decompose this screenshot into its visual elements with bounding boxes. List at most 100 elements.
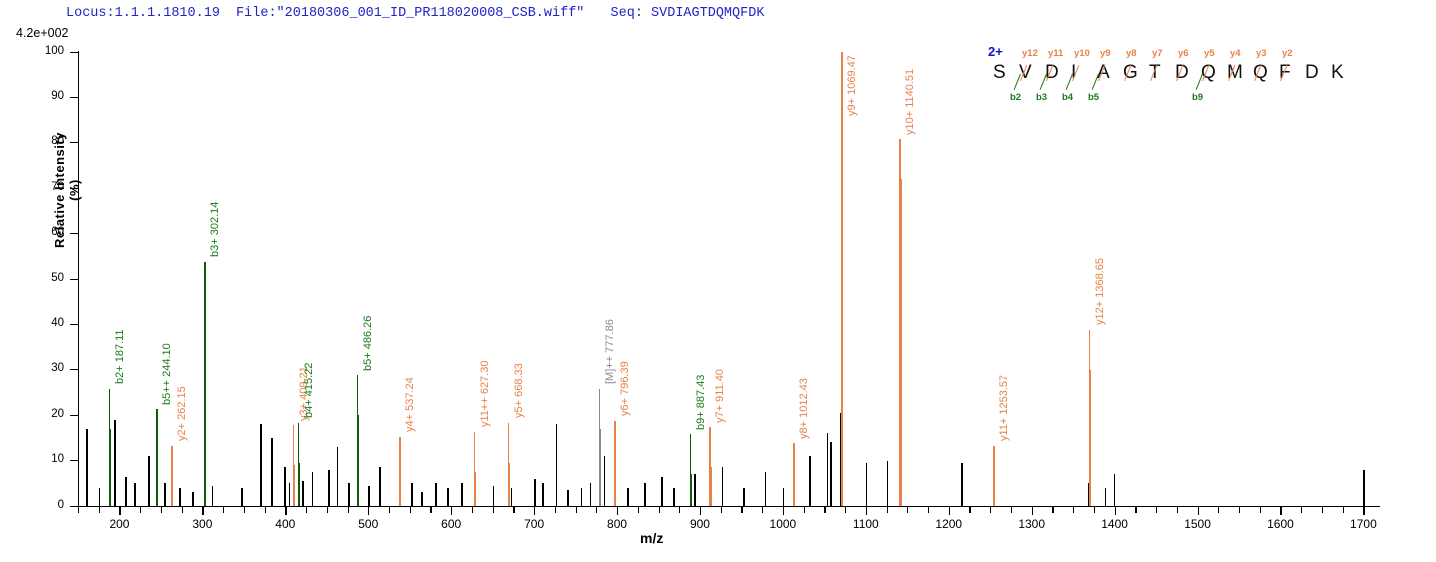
residue-g-6: G xyxy=(1123,62,1138,83)
x-tick-major xyxy=(1280,506,1282,515)
x-tick-minor xyxy=(1052,506,1054,513)
b-ion-label-b5: b5 xyxy=(1088,92,1100,103)
peak-intensity-b xyxy=(156,449,159,506)
x-tick-minor xyxy=(513,506,515,513)
x-tick-minor xyxy=(388,506,391,513)
x-tick-label: 600 xyxy=(441,517,462,531)
peak-unassigned xyxy=(809,456,812,506)
y-tick xyxy=(70,187,78,189)
peak-unassigned xyxy=(311,471,314,506)
peak-intensity-b xyxy=(108,428,111,506)
peak-plot-area xyxy=(86,52,1365,506)
peak-unassigned xyxy=(461,483,463,506)
peak-intensity-b xyxy=(689,474,692,506)
y-ion-label-y7: y7 xyxy=(1152,48,1163,59)
peak-y xyxy=(993,445,995,506)
peak-unassigned xyxy=(134,483,136,506)
residue-d-13: D xyxy=(1305,62,1319,83)
x-tick-minor xyxy=(658,506,660,513)
peak-label: y6+ 796.39 xyxy=(619,361,632,417)
x-tick-minor xyxy=(907,506,909,513)
y-tick-label: 30 xyxy=(51,362,64,375)
peak-label: [M]++ 777.86 xyxy=(603,319,616,385)
header-line: Locus:1.1.1.1810.19 File:"20180306_001_I… xyxy=(66,6,764,21)
peak-label: y5+ 668.33 xyxy=(512,363,525,419)
b-ion-label-b3: b3 xyxy=(1036,92,1048,103)
x-tick-minor xyxy=(471,506,474,513)
peak-unassigned xyxy=(114,419,117,506)
peak-label: y8+ 1012.43 xyxy=(798,377,811,439)
residue-i-4: I xyxy=(1071,62,1077,83)
peak-intensity-y xyxy=(614,460,617,506)
x-tick-minor xyxy=(886,506,888,513)
x-tick-label: 700 xyxy=(524,517,545,531)
x-tick-label: 200 xyxy=(109,517,130,531)
peak-unassigned xyxy=(660,476,663,506)
y-tick-label: 60 xyxy=(51,226,64,239)
x-tick-minor xyxy=(969,506,971,513)
x-tick-major xyxy=(368,506,370,515)
x-tick-label: 500 xyxy=(358,517,379,531)
x-tick-minor xyxy=(306,506,308,513)
y-tick xyxy=(70,96,78,99)
peak-y xyxy=(793,443,795,506)
x-tick-minor xyxy=(1156,506,1158,513)
x-tick-minor xyxy=(98,506,100,513)
peak-intensity-y xyxy=(993,485,996,506)
peak-y xyxy=(399,436,401,506)
y-tick-label: 50 xyxy=(51,271,64,284)
x-tick-label: 1600 xyxy=(1267,517,1294,531)
x-tick-minor xyxy=(1176,506,1178,513)
peak-unassigned xyxy=(1363,469,1365,506)
peak-label: b2+ 187.11 xyxy=(113,329,126,385)
y-tick xyxy=(70,460,78,462)
x-tick-label: 400 xyxy=(275,517,296,531)
peak-intensity-y xyxy=(840,52,843,506)
x-tick-label: 900 xyxy=(689,517,710,531)
b-ion-label-b9: b9 xyxy=(1192,92,1204,103)
y-ion-label-y11: y11 xyxy=(1048,48,1064,59)
x-tick-minor xyxy=(596,506,598,513)
y-ion-label-y10: y10 xyxy=(1074,48,1090,59)
y-tick-label: 80 xyxy=(51,135,64,148)
peak-unassigned xyxy=(626,487,629,506)
x-tick-minor xyxy=(181,506,183,513)
file-text: File:"20180306_001_ID_PR118020008_CSB.wi… xyxy=(236,6,585,21)
peak-unassigned xyxy=(580,487,583,506)
peak-unassigned xyxy=(284,467,287,506)
peak-unassigned xyxy=(1104,487,1107,506)
x-tick-label: 1300 xyxy=(1018,517,1046,531)
peak-unassigned xyxy=(961,462,963,506)
x-tick-minor xyxy=(575,506,577,513)
peak-label: b4+ 415.22 xyxy=(302,362,315,419)
peak-unassigned xyxy=(603,456,606,506)
y-tick-label: 20 xyxy=(51,407,64,420)
y-ion-label-y4: y4 xyxy=(1230,48,1241,59)
x-tick-major xyxy=(285,506,287,515)
y-tick xyxy=(70,233,78,235)
x-tick-minor xyxy=(1239,506,1241,513)
x-tick-minor xyxy=(928,506,930,513)
peak-b xyxy=(689,434,692,506)
x-tick-minor xyxy=(243,506,246,513)
b-ion-label-b2: b2 xyxy=(1010,92,1022,103)
x-tick-label: 1200 xyxy=(935,517,963,531)
y-ion-label-y2: y2 xyxy=(1282,48,1293,59)
peak-y xyxy=(171,445,173,506)
x-tick-major xyxy=(617,506,619,515)
x-axis-line xyxy=(78,505,1380,507)
peak-label: b9+ 887.43 xyxy=(694,374,707,430)
x-tick-minor xyxy=(762,506,764,513)
peak-unassigned xyxy=(673,487,676,506)
residue-s-1: S xyxy=(993,62,1006,83)
y-axis-line xyxy=(78,51,80,506)
y-tick xyxy=(70,278,78,280)
residue-f-12: F xyxy=(1279,62,1291,83)
peak-unassigned xyxy=(211,485,214,506)
peak-intensity-y xyxy=(1088,369,1091,506)
x-tick-minor xyxy=(803,506,805,513)
x-tick-minor xyxy=(140,506,142,513)
peak-unassigned xyxy=(743,487,745,506)
peak-unassigned xyxy=(192,492,195,506)
